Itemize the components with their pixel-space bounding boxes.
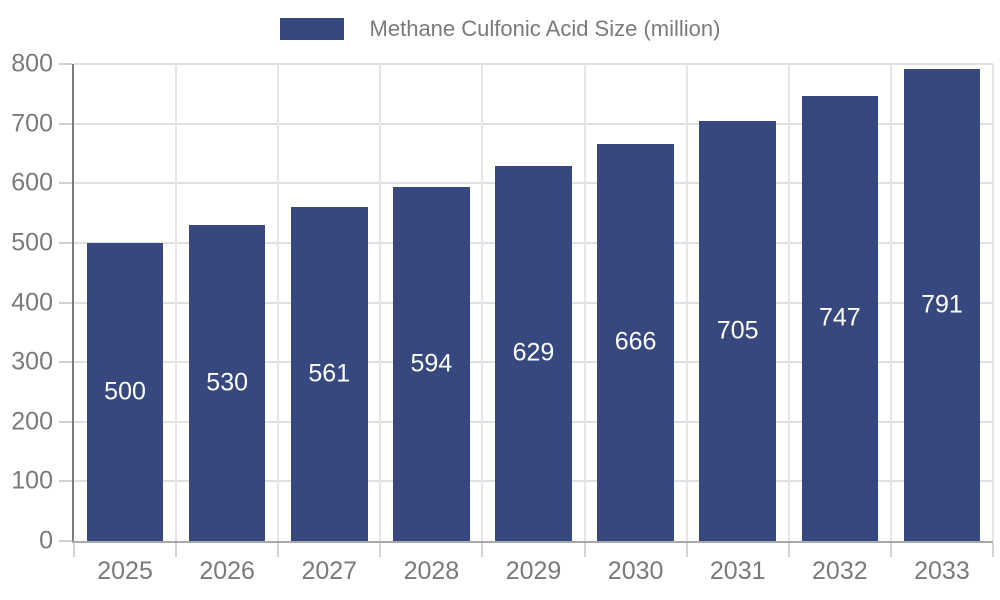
y-axis-tick	[59, 241, 72, 244]
bar: 705	[699, 120, 776, 541]
x-axis-tick	[481, 543, 484, 557]
bar: 530	[188, 225, 266, 541]
y-axis-tick-label: 100	[11, 466, 53, 495]
legend-label: Methane Culfonic Acid Size (million)	[369, 16, 721, 41]
x-axis-tick-label: 2029	[505, 557, 562, 585]
y-gridline	[74, 63, 993, 65]
bar: 629	[495, 165, 572, 541]
legend-swatch	[279, 18, 344, 40]
y-axis-tick	[59, 63, 72, 65]
x-axis-tick-label: 2028	[403, 557, 460, 585]
x-axis-line	[72, 541, 993, 543]
x-axis-tick	[175, 543, 178, 557]
x-axis-tick	[73, 543, 75, 557]
bar: 666	[597, 143, 674, 541]
x-gridline	[379, 64, 382, 541]
x-axis-tick-label: 2027	[301, 557, 358, 585]
y-axis-tick	[59, 480, 72, 483]
x-gridline	[277, 64, 280, 541]
bar-value-label: 500	[104, 377, 146, 406]
y-axis-tick	[59, 420, 72, 423]
x-axis-tick	[583, 543, 586, 557]
legend: Methane Culfonic Acid Size (million)	[0, 16, 1000, 42]
bar-value-label: 666	[614, 327, 657, 356]
y-axis-tick-label: 600	[11, 168, 53, 197]
y-axis-line	[72, 64, 74, 543]
y-axis-tick-label: 300	[11, 347, 53, 376]
y-gridline	[74, 122, 993, 125]
bar-value-label: 530	[206, 368, 249, 397]
x-gridline	[583, 64, 586, 541]
bar-value-label: 705	[716, 316, 759, 345]
y-axis-tick-label: 400	[11, 288, 53, 316]
x-gridline	[481, 64, 484, 541]
x-axis-tick-label: 2033	[914, 557, 970, 585]
x-gridline	[992, 64, 994, 541]
y-axis-tick	[59, 540, 72, 542]
bar-value-label: 594	[410, 349, 453, 378]
bar-value-label: 791	[921, 290, 963, 319]
y-axis-tick-label: 800	[11, 49, 53, 78]
bar: 791	[903, 69, 981, 541]
x-axis-tick-label: 2026	[199, 557, 255, 585]
y-axis-tick	[59, 301, 72, 304]
bar: 747	[801, 95, 879, 541]
x-axis-tick	[379, 543, 382, 557]
y-axis-tick-label: 200	[11, 407, 53, 436]
plot-area: 0 100 200 300 400 500 600 700 800 500 2025 530 2026 5…	[11, 51, 994, 584]
x-axis-tick	[889, 543, 892, 557]
bar-value-label: 747	[818, 303, 861, 332]
x-axis-tick-label: 2025	[97, 557, 153, 585]
y-axis-tick-label: 500	[11, 228, 53, 257]
bar-value-label: 561	[308, 359, 351, 388]
bar: 561	[290, 206, 368, 541]
bar-value-label: 629	[512, 338, 555, 367]
x-axis-tick-label: 2031	[709, 557, 766, 585]
x-axis-tick	[277, 543, 280, 557]
x-axis-tick	[787, 543, 790, 557]
x-gridline	[787, 64, 790, 541]
y-axis-tick-label: 700	[11, 109, 53, 138]
y-axis-tick	[59, 361, 72, 364]
x-gridline	[175, 64, 178, 541]
y-axis-tick	[59, 122, 72, 125]
y-axis-tick	[59, 182, 72, 185]
x-axis-tick-label: 2030	[607, 557, 664, 585]
bar: 500	[86, 242, 164, 541]
bar: 594	[393, 186, 470, 541]
x-axis-tick-label: 2032	[812, 557, 868, 585]
x-axis-tick	[992, 543, 994, 557]
y-axis-tick-label: 0	[39, 526, 53, 555]
x-axis-tick	[685, 543, 688, 557]
x-gridline	[889, 64, 892, 541]
x-gridline	[685, 64, 688, 541]
